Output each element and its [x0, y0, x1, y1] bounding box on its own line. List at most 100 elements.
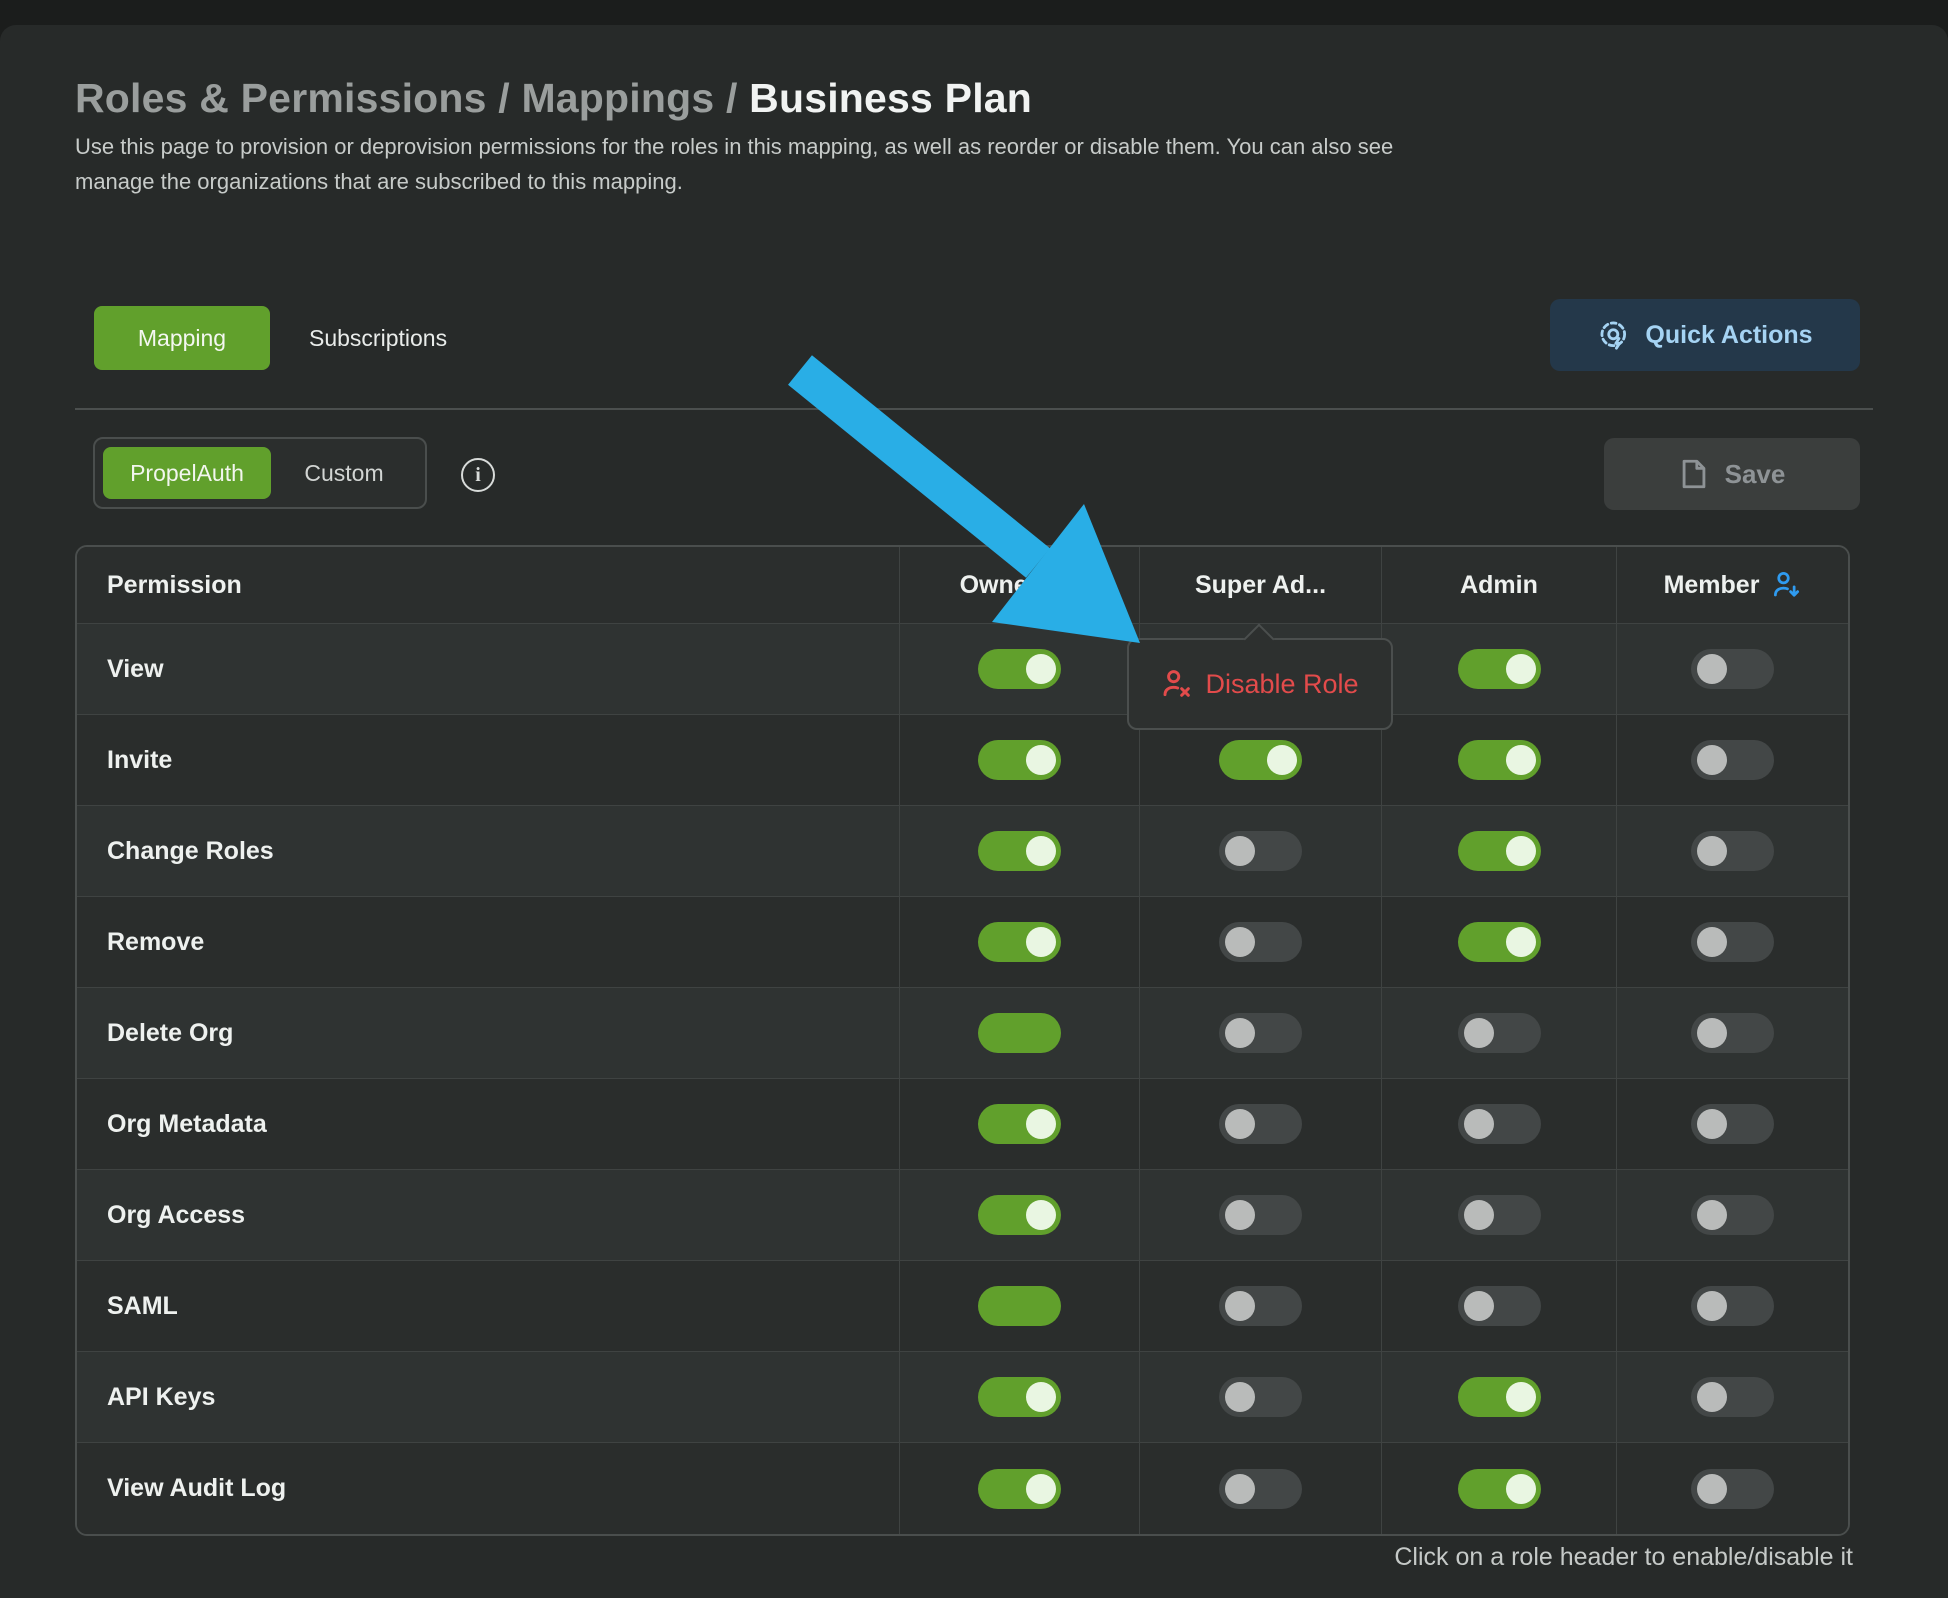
- toggle-member-view-audit-log[interactable]: [1691, 1468, 1774, 1509]
- toggle-knob: [1225, 1473, 1255, 1504]
- table-row: Delete Org: [77, 988, 1848, 1079]
- toggle-knob: [1225, 1109, 1255, 1139]
- toggle-knob: [1225, 836, 1255, 866]
- toggle-knob: [1697, 654, 1727, 684]
- mapping-source-segmented-control: PropelAuth Custom: [93, 437, 427, 509]
- table-row: Remove: [77, 897, 1848, 988]
- table-row: Org Access: [77, 1170, 1848, 1261]
- gear-bolt-icon: [1597, 318, 1631, 352]
- permissions-table: Permission Owner Super Ad... Admin Membe…: [75, 545, 1850, 1536]
- toggle-knob: [1697, 1200, 1727, 1230]
- toggle-knob: [1697, 1291, 1727, 1321]
- toggle-owner-invite[interactable]: [978, 740, 1061, 780]
- breadcrumb-current: Business Plan: [749, 75, 1033, 121]
- save-button[interactable]: Save: [1604, 438, 1860, 510]
- permission-label: API Keys: [77, 1352, 900, 1442]
- toggle-admin-change-roles[interactable]: [1457, 831, 1541, 871]
- toggle-knob: [1463, 1018, 1494, 1048]
- toggle-knob: [1026, 836, 1056, 866]
- content-card: Roles & Permissions / Mappings / Busines…: [0, 25, 1948, 1598]
- breadcrumb: Roles & Permissions / Mappings /: [75, 75, 750, 121]
- toggle-admin-delete-org[interactable]: [1457, 1013, 1541, 1053]
- toggle-admin-org-access[interactable]: [1457, 1195, 1541, 1235]
- toggle-admin-view[interactable]: [1457, 649, 1541, 689]
- toggle-knob: [1225, 1382, 1255, 1412]
- table-row: Invite: [77, 715, 1848, 806]
- column-header-owner[interactable]: Owner: [900, 547, 1140, 623]
- toggle-member-org-access[interactable]: [1691, 1195, 1774, 1235]
- toggle-super-admin-api-keys[interactable]: [1219, 1377, 1302, 1417]
- save-label: Save: [1724, 458, 1786, 489]
- table-row: API Keys: [77, 1352, 1848, 1443]
- toggle-admin-invite[interactable]: [1457, 740, 1541, 780]
- info-glyph: i: [475, 463, 481, 486]
- table-row: SAML: [77, 1261, 1848, 1352]
- tab-subscriptions[interactable]: Subscriptions: [295, 306, 461, 370]
- toggle-admin-view-audit-log[interactable]: [1457, 1468, 1541, 1509]
- toggle-member-org-metadata[interactable]: [1691, 1104, 1774, 1144]
- permission-label: Delete Org: [77, 988, 900, 1078]
- member-header-label: Member: [1663, 570, 1760, 599]
- disable-role-tooltip[interactable]: Disable Role: [1127, 623, 1393, 730]
- segment-propelauth[interactable]: PropelAuth: [103, 447, 271, 499]
- info-icon[interactable]: i: [461, 458, 495, 492]
- toggle-knob: [1225, 1200, 1255, 1230]
- segment-custom[interactable]: Custom: [271, 447, 417, 499]
- toggle-admin-saml[interactable]: [1457, 1286, 1541, 1326]
- toggle-knob: [1026, 1382, 1056, 1412]
- column-header-permission: Permission: [77, 547, 900, 623]
- toggle-super-admin-change-roles[interactable]: [1219, 831, 1302, 871]
- toggle-knob: [1225, 1018, 1255, 1048]
- toggle-owner-view-audit-log[interactable]: [978, 1468, 1061, 1509]
- toggle-member-api-keys[interactable]: [1691, 1377, 1774, 1417]
- toggle-super-admin-delete-org[interactable]: [1219, 1013, 1302, 1053]
- tooltip-label: Disable Role: [1205, 668, 1359, 699]
- toggle-owner-org-access[interactable]: [978, 1195, 1061, 1235]
- user-green-icon: [1049, 570, 1079, 600]
- tab-mapping[interactable]: Mapping: [94, 306, 270, 370]
- toggle-member-remove[interactable]: [1691, 922, 1774, 962]
- toggle-super-admin-invite[interactable]: [1219, 740, 1302, 780]
- table-row: View Audit Log: [77, 1443, 1848, 1534]
- toggle-super-admin-org-access[interactable]: [1219, 1195, 1302, 1235]
- toggle-owner-saml[interactable]: [978, 1286, 1061, 1326]
- toggle-knob: [1026, 654, 1056, 684]
- toggle-admin-remove[interactable]: [1457, 922, 1541, 962]
- toggle-super-admin-org-metadata[interactable]: [1219, 1104, 1302, 1144]
- owner-header-label: Owner: [959, 570, 1038, 599]
- toggle-knob: [1026, 745, 1056, 775]
- permission-label: Invite: [77, 715, 900, 805]
- toggle-owner-delete-org[interactable]: [978, 1013, 1061, 1053]
- toggle-owner-change-roles[interactable]: [978, 831, 1061, 871]
- table-row: Change Roles: [77, 806, 1848, 897]
- toggle-member-invite[interactable]: [1691, 740, 1774, 780]
- toggle-admin-org-metadata[interactable]: [1457, 1104, 1541, 1144]
- toggle-knob: [1225, 927, 1255, 957]
- toggle-owner-org-metadata[interactable]: [978, 1104, 1061, 1144]
- user-x-red-icon: [1161, 668, 1193, 700]
- toggle-super-admin-view-audit-log[interactable]: [1219, 1468, 1302, 1509]
- toggle-knob: [1225, 1291, 1255, 1321]
- column-header-super-admin[interactable]: Super Ad...: [1140, 547, 1382, 623]
- table-row: View: [77, 624, 1848, 715]
- toggle-member-saml[interactable]: [1691, 1286, 1774, 1326]
- column-header-member[interactable]: Member: [1617, 547, 1848, 623]
- toggle-super-admin-saml[interactable]: [1219, 1286, 1302, 1326]
- permission-label: View: [77, 624, 900, 714]
- toggle-member-delete-org[interactable]: [1691, 1013, 1774, 1053]
- toggle-owner-remove[interactable]: [978, 922, 1061, 962]
- quick-actions-button[interactable]: Quick Actions: [1550, 299, 1860, 371]
- toggle-admin-api-keys[interactable]: [1457, 1377, 1541, 1417]
- toggle-knob: [1697, 1473, 1727, 1504]
- toggle-owner-view[interactable]: [978, 649, 1061, 689]
- column-header-admin[interactable]: Admin: [1382, 547, 1617, 623]
- toggle-owner-api-keys[interactable]: [978, 1377, 1061, 1417]
- toggle-knob: [1505, 836, 1536, 866]
- toggle-member-change-roles[interactable]: [1691, 831, 1774, 871]
- toggle-member-view[interactable]: [1691, 649, 1774, 689]
- toggle-knob: [1697, 1018, 1727, 1048]
- permission-label: Org Metadata: [77, 1079, 900, 1169]
- toggle-super-admin-remove[interactable]: [1219, 922, 1302, 962]
- quick-actions-label: Quick Actions: [1645, 320, 1813, 349]
